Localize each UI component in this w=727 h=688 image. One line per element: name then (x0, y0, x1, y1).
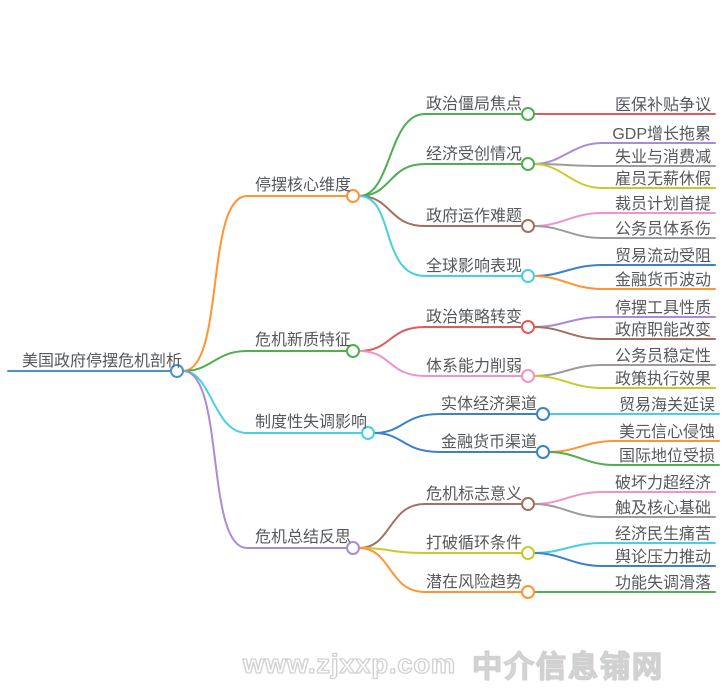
leaf-1-0-0-label[interactable]: 停摆工具性质 (615, 299, 711, 317)
link-leaf-2-1-1 (548, 451, 720, 466)
link-node-2-1 (373, 432, 538, 453)
leaf-1-1-1-label[interactable]: 政策执行效果 (615, 370, 711, 388)
root-node-label[interactable]: 美国政府停摆危机剖析 (22, 352, 182, 370)
branch-2-circle[interactable] (361, 426, 375, 440)
node-3-1-label[interactable]: 打破循环条件 (426, 534, 522, 552)
node-0-2-circle[interactable] (521, 219, 535, 233)
node-0-0-circle[interactable] (521, 107, 535, 121)
node-0-3-circle[interactable] (521, 269, 535, 283)
link-node-1-1 (358, 350, 523, 377)
link-leaf-0-1-2 (533, 163, 716, 189)
link-leaf-3-1-1 (533, 552, 716, 567)
link-node-0-1 (358, 163, 523, 197)
link-node-0-0 (358, 113, 523, 197)
branch-0-label[interactable]: 停摆核心维度 (255, 176, 351, 194)
watermark-site-name: 中介信息铺网 (471, 650, 665, 684)
watermark: www.zjxxp.com 中介信息铺网 (242, 642, 665, 686)
node-0-1-circle[interactable] (521, 157, 535, 171)
node-2-0-label[interactable]: 实体经济渠道 (441, 395, 537, 413)
leaf-0-1-1-label[interactable]: 失业与消费减 (615, 148, 711, 166)
leaf-1-1-0-label[interactable]: 公务员稳定性 (615, 347, 711, 365)
node-0-0-label[interactable]: 政治僵局焦点 (426, 95, 522, 113)
link-leaf-0-3-1 (533, 275, 716, 290)
mindmap-links (7, 113, 720, 593)
node-0-2-label[interactable]: 政府运作难题 (426, 207, 522, 225)
link-node-0-2 (358, 195, 523, 227)
branch-2-label[interactable]: 制度性失调影响 (255, 413, 367, 431)
link-branch-0 (182, 195, 348, 372)
node-1-0-label[interactable]: 政治策略转变 (426, 308, 522, 326)
mindmap-labels: 美国政府停摆危机剖析 停摆核心维度 危机新质特征 制度性失调影响 危机总结反思 … (22, 95, 715, 592)
branch-3-circle[interactable] (346, 541, 360, 555)
mindmap-node-circles (170, 107, 550, 599)
leaf-3-1-0-label[interactable]: 经济民生痛苦 (615, 525, 711, 543)
leaf-2-0-0-label[interactable]: 贸易海关延误 (619, 396, 715, 414)
link-node-2-0 (373, 413, 538, 434)
leaf-0-2-1-label[interactable]: 公务员体系伤 (615, 220, 711, 238)
node-0-1-label[interactable]: 经济受创情况 (426, 145, 522, 163)
link-node-1-0 (358, 326, 523, 352)
link-node-0-3 (358, 195, 523, 277)
node-3-1-circle[interactable] (521, 546, 535, 560)
link-leaf-3-0-1 (533, 503, 716, 518)
root-node-circle[interactable] (170, 364, 184, 378)
link-branch-3 (182, 370, 348, 549)
link-node-3-2 (358, 547, 523, 593)
link-node-3-1 (358, 547, 523, 554)
node-1-1-label[interactable]: 体系能力削弱 (426, 357, 522, 375)
node-2-1-label[interactable]: 金融货币渠道 (441, 433, 537, 451)
node-3-2-label[interactable]: 潜在风险趋势 (426, 573, 522, 591)
node-1-0-circle[interactable] (521, 320, 535, 334)
leaf-0-0-0-label[interactable]: 医保补贴争议 (615, 96, 711, 114)
leaf-0-1-2-label[interactable]: 雇员无薪休假 (615, 170, 711, 188)
node-2-1-circle[interactable] (536, 445, 550, 459)
branch-3-label[interactable]: 危机总结反思 (255, 528, 351, 546)
node-2-0-circle[interactable] (536, 407, 550, 421)
leaf-3-1-1-label[interactable]: 舆论压力推动 (615, 548, 711, 566)
leaf-0-3-1-label[interactable]: 金融货币波动 (615, 271, 711, 289)
branch-0-circle[interactable] (346, 189, 360, 203)
leaf-2-1-1-label[interactable]: 国际地位受损 (619, 447, 715, 465)
leaf-2-1-0-label[interactable]: 美元信心侵蚀 (619, 423, 715, 441)
node-0-3-label[interactable]: 全球影响表现 (426, 257, 522, 275)
branch-1-label[interactable]: 危机新质特征 (255, 331, 351, 349)
node-1-1-circle[interactable] (521, 369, 535, 383)
leaf-0-1-0-label[interactable]: GDP增长拖累 (612, 125, 711, 143)
watermark-url: www.zjxxp.com (242, 648, 457, 679)
link-leaf-0-2-1 (533, 225, 716, 239)
leaf-0-3-0-label[interactable]: 贸易流动受阻 (615, 247, 711, 265)
leaf-3-0-1-label[interactable]: 触及核心基础 (615, 499, 711, 517)
leaf-1-0-1-label[interactable]: 政府职能改变 (615, 321, 711, 339)
link-branch-1 (182, 350, 348, 372)
link-leaf-1-1-1 (533, 375, 716, 389)
link-node-3-0 (358, 503, 523, 549)
leaf-3-0-0-label[interactable]: 破坏力超经济 (615, 474, 711, 492)
branch-1-circle[interactable] (346, 344, 360, 358)
node-3-2-circle[interactable] (521, 585, 535, 599)
node-3-0-label[interactable]: 危机标志意义 (426, 484, 522, 503)
leaf-3-2-0-label[interactable]: 功能失调滑落 (615, 574, 711, 592)
leaf-0-2-0-label[interactable]: 裁员计划首提 (615, 195, 711, 213)
node-3-0-circle[interactable] (521, 497, 535, 511)
link-leaf-1-0-1 (533, 326, 716, 340)
